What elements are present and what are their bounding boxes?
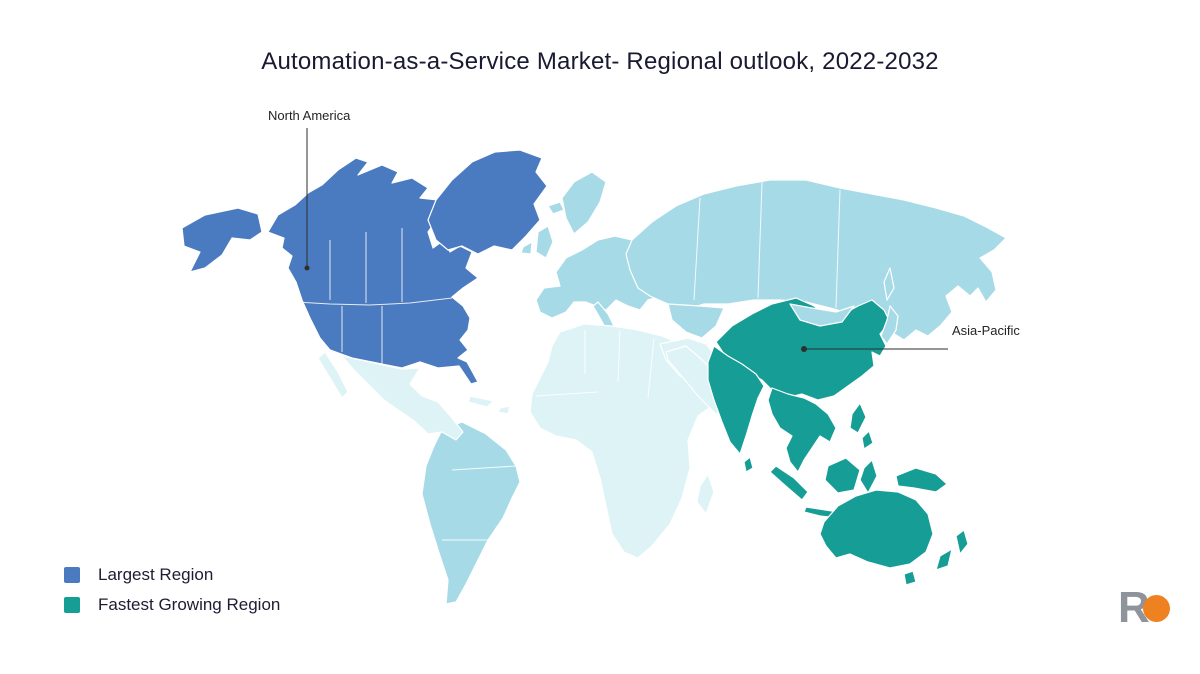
legend-swatch-fastest-rect [64,597,80,613]
region-borneo [824,457,861,494]
region-hispaniola [497,405,511,415]
legend-label-fastest: Fastest Growing Region [98,595,281,614]
region-uk [535,225,554,259]
label-asia-pacific: Asia-Pacific [952,323,1020,338]
region-australia [819,489,934,569]
label-north-america: North America [268,108,351,123]
region-greenland [427,149,548,255]
region-south-america [421,421,521,605]
region-mongolia [789,303,855,327]
chart-title: Automation-as-a-Service Market- Regional… [261,48,939,75]
region-new-guinea [895,467,948,493]
region-sakhalin [883,267,895,301]
region-philippines-south [861,430,874,450]
legend-item-largest: Largest Region [64,560,280,590]
legend-swatch-largest-rect [64,567,80,583]
region-india [707,345,765,455]
leader-dot-asia-pacific [801,346,807,352]
region-scandinavia [561,171,607,235]
region-mexico-central-america [341,355,464,441]
leader-dot-north-america [304,265,310,271]
region-philippines-north [849,402,867,434]
region-japan [880,305,899,345]
region-iceland [547,201,565,215]
region-sri-lanka [743,456,754,473]
region-sulawesi [859,459,878,494]
internal-borders [295,181,841,541]
region-cuba [467,395,495,408]
leader-lines [304,128,948,352]
legend-swatch-largest [64,567,80,583]
region-new-zealand-north [955,529,969,555]
region-madagascar [696,473,715,515]
region-russia [625,179,1007,341]
region-central-asia [667,303,725,339]
region-baja [317,351,349,399]
legend-item-fastest: Fastest Growing Region [64,590,280,620]
region-new-zealand-south [935,548,953,571]
legend-swatch-fastest [64,597,80,613]
legend: Largest Region Fastest Growing Region [64,560,280,620]
region-tasmania [903,570,917,586]
region-canada-usa [267,157,479,385]
region-alaska [181,207,263,273]
region-indochina [767,387,837,473]
brand-logo: R [1118,586,1170,630]
region-ireland [520,241,533,255]
logo-orange-dot-icon [1142,594,1170,622]
legend-label-largest: Largest Region [98,565,214,584]
region-sumatra [769,465,809,501]
